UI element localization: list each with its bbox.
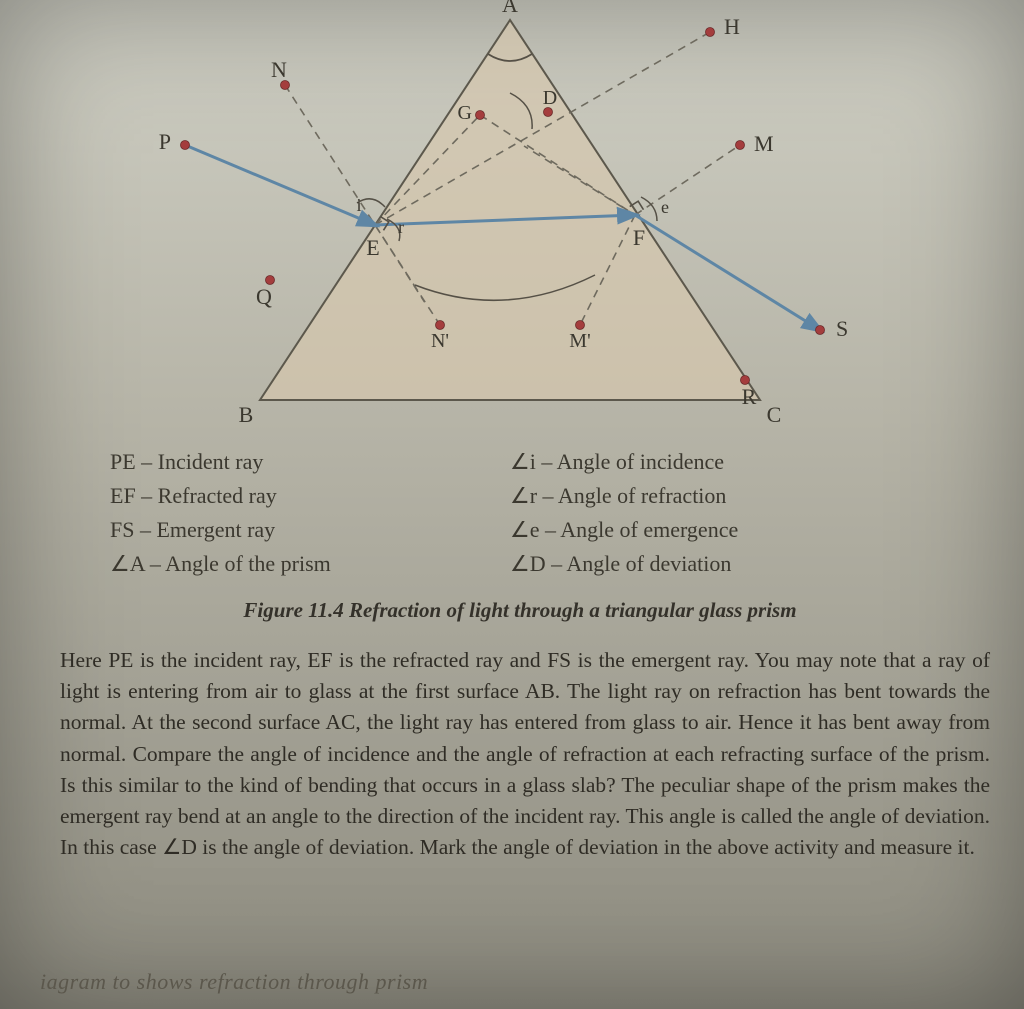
prism-svg: A B C E F P Q R S N H M G D N' M' i r e xyxy=(120,0,900,430)
legend-right-col: ∠i – Angle of incidence∠r – Angle of ref… xyxy=(510,445,910,581)
svg-text:P: P xyxy=(159,129,171,154)
figure-caption: Figure 11.4 Refraction of light through … xyxy=(120,598,920,623)
legend-row: ∠i – Angle of incidence xyxy=(510,445,910,479)
legend-row: EF – Refracted ray xyxy=(110,479,510,513)
prism-diagram: A B C E F P Q R S N H M G D N' M' i r e xyxy=(120,0,900,430)
svg-text:G: G xyxy=(458,102,472,124)
svg-text:D: D xyxy=(543,87,557,109)
svg-text:Q: Q xyxy=(256,284,272,309)
svg-text:e: e xyxy=(661,197,669,217)
textbook-page: A B C E F P Q R S N H M G D N' M' i r e PE – Incident rayE… xyxy=(0,0,1024,1009)
svg-text:E: E xyxy=(366,235,379,260)
svg-text:N': N' xyxy=(431,330,449,352)
legend-row: FS – Emergent ray xyxy=(110,513,510,547)
svg-text:F: F xyxy=(633,225,645,250)
svg-text:M': M' xyxy=(569,330,590,352)
svg-text:H: H xyxy=(724,14,740,39)
svg-text:B: B xyxy=(239,402,254,427)
legend: PE – Incident rayEF – Refracted rayFS – … xyxy=(110,445,910,581)
svg-text:r: r xyxy=(398,217,404,237)
handwritten-note: iagram to shows refraction through prism xyxy=(40,969,428,995)
svg-text:M: M xyxy=(754,131,774,156)
legend-row: ∠D – Angle of deviation xyxy=(510,547,910,581)
svg-text:C: C xyxy=(767,402,782,427)
legend-row: ∠e – Angle of emergence xyxy=(510,513,910,547)
svg-text:N: N xyxy=(271,57,287,82)
legend-row: ∠r – Angle of refraction xyxy=(510,479,910,513)
svg-text:S: S xyxy=(836,316,848,341)
legend-left-col: PE – Incident rayEF – Refracted rayFS – … xyxy=(110,445,510,581)
legend-row: PE – Incident ray xyxy=(110,445,510,479)
legend-row: ∠A – Angle of the prism xyxy=(110,547,510,581)
body-paragraph: Here PE is the incident ray, EF is the r… xyxy=(60,645,990,863)
svg-text:i: i xyxy=(356,195,361,215)
svg-text:A: A xyxy=(502,0,518,17)
svg-text:R: R xyxy=(742,384,757,409)
